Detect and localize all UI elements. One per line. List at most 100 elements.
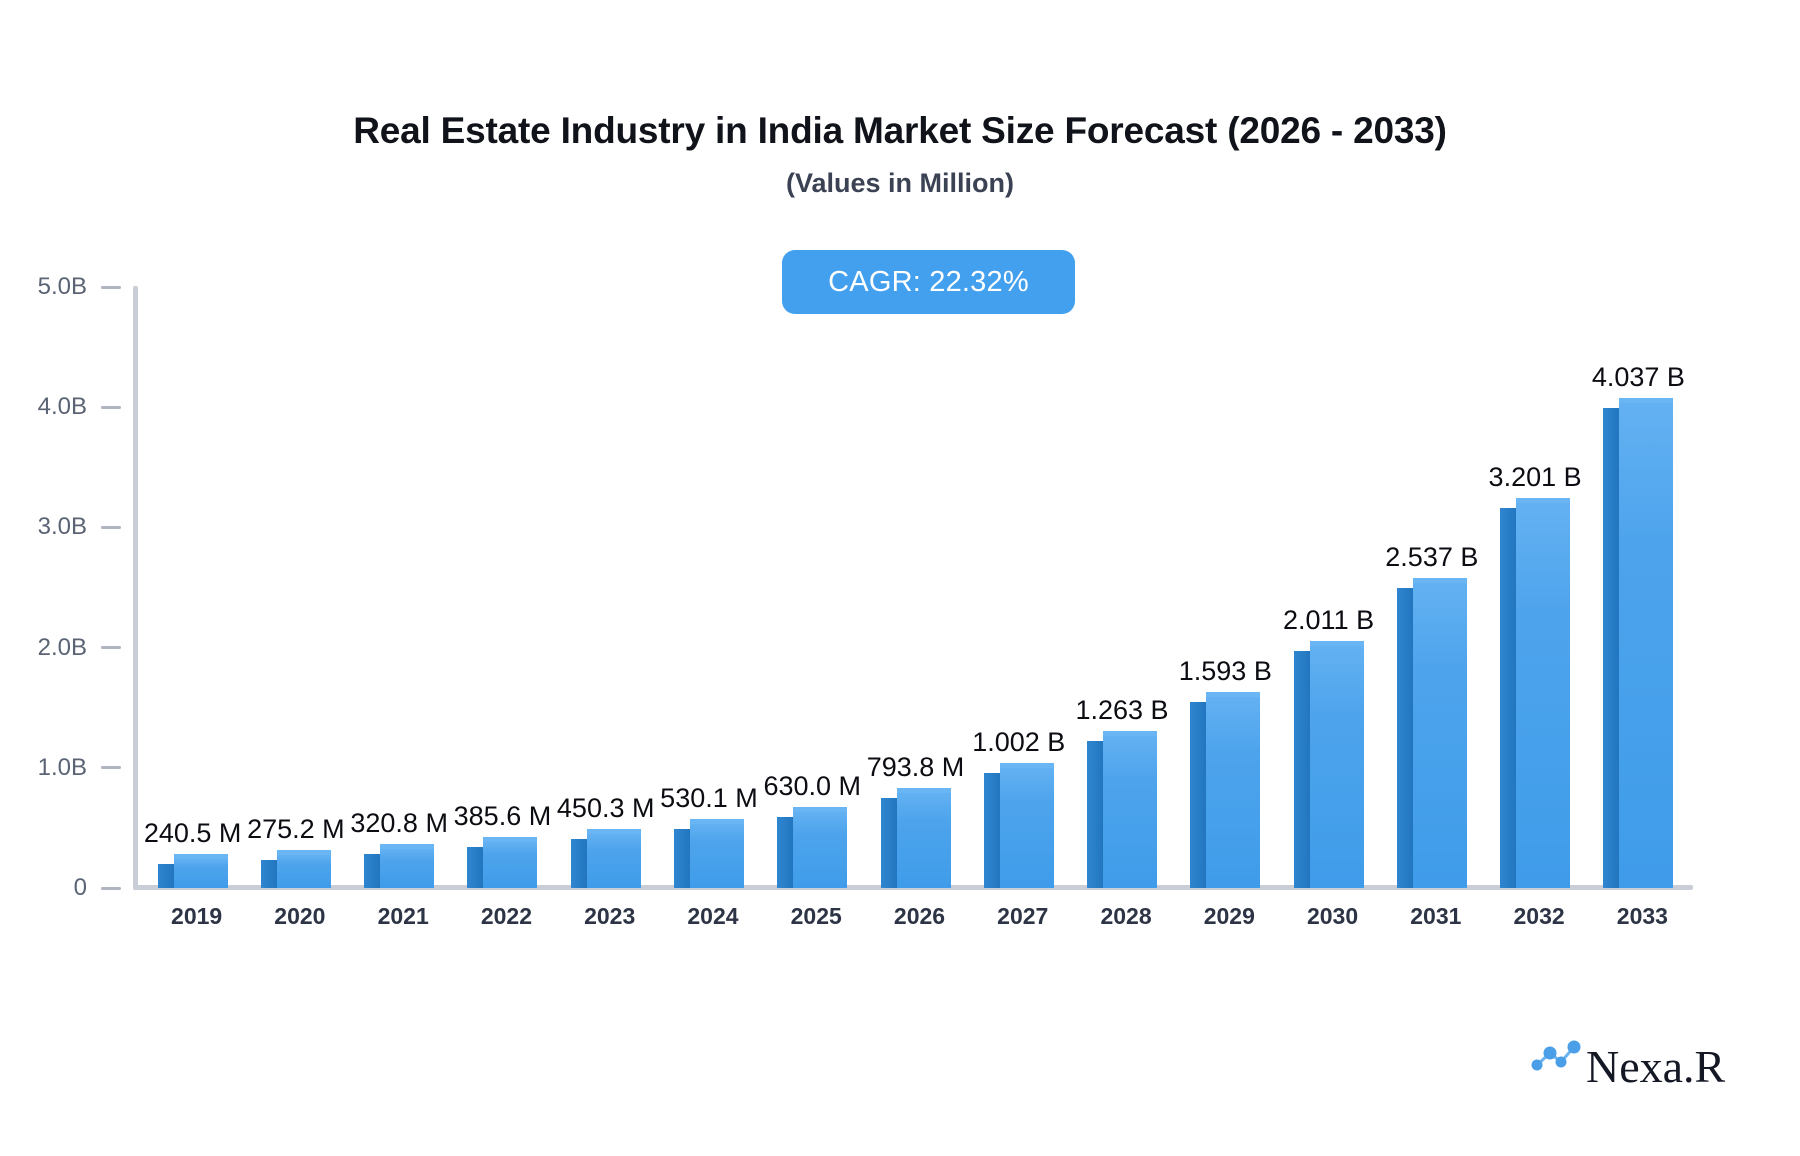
bar-value-label: 2.011 B <box>1283 605 1375 636</box>
y-axis-tick-mark <box>101 886 121 890</box>
bar-value-label: 530.1 M <box>660 783 758 814</box>
bar-value-label: 2.537 B <box>1385 542 1479 573</box>
bar[interactable]: 385.6 M <box>454 801 551 888</box>
y-axis-tick-mark <box>101 285 121 289</box>
x-axis-label: 2022 <box>480 903 533 929</box>
bar-side-face <box>260 859 277 888</box>
bar-top-face <box>586 828 641 834</box>
bar[interactable]: 450.3 M <box>557 793 654 888</box>
bar-value-label: 275.2 M <box>247 813 345 844</box>
bar[interactable]: 2.537 B <box>1385 542 1478 888</box>
bar-value-label: 240.5 M <box>143 818 242 849</box>
bar-top-face <box>1412 578 1467 584</box>
bar-side-face <box>983 772 1000 888</box>
bar-value-label: 1.002 B <box>972 726 1066 757</box>
bar-side-face <box>777 817 794 888</box>
cagr-badge: CAGR: 22.32% <box>782 250 1075 314</box>
bar-value-label: 4.037 B <box>1591 361 1685 392</box>
bar[interactable]: 320.8 M <box>350 808 448 888</box>
y-axis-tick-mark <box>101 525 121 529</box>
bar-side-face <box>157 864 174 888</box>
bar[interactable]: 2.011 B <box>1283 605 1374 888</box>
bar-front-face <box>276 854 331 888</box>
bar-top-face <box>1309 641 1364 647</box>
brand-name: Nexa.R <box>1586 1041 1726 1092</box>
y-axis-tick-label: 2.0B <box>37 633 87 661</box>
x-axis-label: 2027 <box>997 903 1049 929</box>
bar-value-label: 630.0 M <box>763 771 861 802</box>
bar-top-face <box>896 787 951 793</box>
bar-top-face <box>1206 691 1261 697</box>
bar-value-label: 385.6 M <box>453 800 552 831</box>
x-axis-label: 2031 <box>1410 903 1462 929</box>
x-axis-label: 2021 <box>377 903 429 929</box>
bar-front-face <box>380 849 435 888</box>
y-axis-tick-mark <box>101 766 121 770</box>
bar-front-face <box>1619 402 1674 888</box>
bar-top-face <box>483 836 538 842</box>
bar-top-face <box>689 819 744 825</box>
bar-side-face <box>1087 741 1104 888</box>
x-axis-label: 2033 <box>1616 903 1668 929</box>
bar[interactable]: 1.263 B <box>1075 695 1169 888</box>
bar-front-face <box>896 792 951 888</box>
line-chart-dots-icon <box>1528 1036 1584 1081</box>
y-axis-tick-label: 3.0B <box>37 513 87 541</box>
bar-value-label: 793.8 M <box>866 751 965 782</box>
y-axis-line <box>133 286 138 890</box>
x-axis-label: 2024 <box>687 903 739 929</box>
bar-side-face <box>673 829 690 888</box>
bar-front-face <box>1516 503 1571 888</box>
bar[interactable]: 240.5 M <box>144 818 241 888</box>
bar-front-face <box>1103 736 1158 888</box>
bar-side-face <box>880 797 897 888</box>
x-axis-label: 2030 <box>1306 903 1359 929</box>
bar-side-face <box>1190 701 1207 888</box>
bar-top-face <box>380 844 435 850</box>
bar-front-face <box>1412 583 1467 888</box>
bar-front-face <box>586 833 641 888</box>
cagr-badge-label: CAGR: 22.32% <box>828 265 1029 298</box>
bar-side-face <box>467 846 484 888</box>
bar[interactable]: 3.201 B <box>1489 462 1582 888</box>
bar[interactable]: 793.8 M <box>867 752 964 888</box>
bar-top-face <box>1516 498 1571 504</box>
bar-side-face <box>1293 651 1310 888</box>
bar-top-face <box>276 849 331 855</box>
bar[interactable]: 630.0 M <box>763 771 861 888</box>
bar-side-face <box>364 854 381 888</box>
bar-front-face <box>999 767 1054 888</box>
bar[interactable]: 1.002 B <box>972 727 1065 888</box>
x-axis-label: 2026 <box>893 903 946 929</box>
bar-front-face <box>689 824 744 888</box>
y-axis-tick-mark <box>101 646 121 650</box>
x-axis-label: 2023 <box>584 903 636 929</box>
bar-value-label: 1.593 B <box>1178 655 1272 686</box>
bar[interactable]: 530.1 M <box>660 783 758 888</box>
x-axis-label: 2032 <box>1513 903 1565 929</box>
bar-top-face <box>1103 731 1158 737</box>
bar-front-face <box>1309 646 1364 888</box>
bar-top-face <box>793 807 848 813</box>
bar-side-face <box>1396 588 1413 888</box>
x-axis-label: 2025 <box>790 903 842 929</box>
chart-subtitle: (Values in Million) <box>785 168 1015 198</box>
bar-top-face <box>1619 397 1674 403</box>
bar-side-face <box>570 838 587 888</box>
bar-front-face <box>1206 696 1261 888</box>
y-axis-tick-label: 4.0B <box>37 393 87 421</box>
bar[interactable]: 1.593 B <box>1179 656 1272 888</box>
bar-value-label: 3.201 B <box>1488 462 1582 493</box>
bar[interactable]: 275.2 M <box>247 814 345 888</box>
brand-logo: Nexa.R <box>1528 1040 1725 1093</box>
y-axis-tick-label: 5.0B <box>37 273 87 300</box>
bar-top-face <box>999 762 1054 768</box>
y-axis-tick-label: 0 <box>73 874 87 901</box>
y-axis-tick-mark <box>101 405 121 409</box>
bar-value-label: 1.263 B <box>1075 695 1169 726</box>
x-axis-label: 2028 <box>1100 903 1152 929</box>
bar-value-label: 450.3 M <box>556 792 655 823</box>
bar[interactable]: 4.037 B <box>1592 362 1685 888</box>
